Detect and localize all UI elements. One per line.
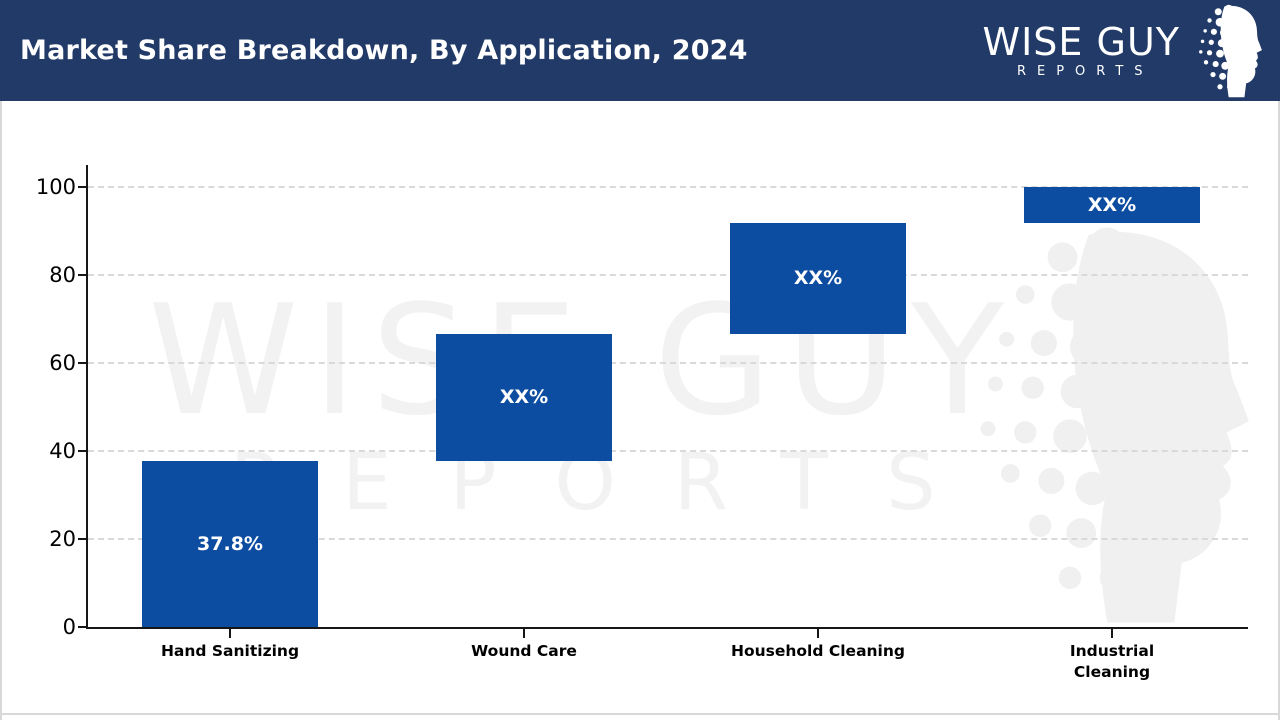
logo-wordmark: WISE GUY	[982, 20, 1180, 64]
watermark-face-icon	[980, 227, 1249, 623]
x-category-label-3: Industrial Cleaning	[1069, 642, 1155, 681]
y-tick-label-0: 0	[62, 615, 76, 639]
bar-value-label: XX%	[793, 267, 843, 290]
page-title: Market Share Breakdown, By Application, …	[20, 35, 748, 66]
y-axis	[86, 165, 88, 629]
x-category-label-1: Wound Care	[471, 642, 577, 660]
x-category-label-2: Household Cleaning	[730, 642, 906, 660]
bar-value-label: XX%	[1087, 193, 1137, 216]
bar-value-label: XX%	[499, 386, 549, 409]
y-tick-mark-100	[78, 186, 88, 188]
logo-subtext: REPORTS	[1016, 64, 1154, 79]
x-axis	[86, 627, 1248, 629]
grid-line-60	[88, 362, 1248, 364]
grid-line-80	[88, 274, 1248, 276]
grid-line-40	[88, 450, 1248, 452]
logo-face-icon	[1199, 4, 1262, 97]
y-tick-mark-20	[78, 538, 88, 540]
x-category-label-0: Hand Sanitizing	[160, 642, 300, 660]
y-tick-mark-60	[78, 362, 88, 364]
bar-value-label: 37.8%	[197, 532, 263, 555]
bar-industrial-cleaning: XX%	[1024, 187, 1200, 223]
y-tick-mark-0	[78, 626, 88, 628]
header-bar: Market Share Breakdown, By Application, …	[0, 0, 1280, 101]
y-tick-label-100: 100	[35, 175, 76, 199]
card-border-right	[1278, 101, 1280, 720]
y-tick-mark-40	[78, 450, 88, 452]
x-tick-mark-2	[817, 629, 819, 638]
y-tick-label-80: 80	[49, 263, 76, 287]
bar-wound-care: XX%	[436, 333, 612, 461]
grid-line-20	[88, 538, 1248, 540]
grid-line-100	[88, 186, 1248, 188]
x-tick-mark-1	[523, 629, 525, 638]
y-tick-label-60: 60	[49, 351, 76, 375]
x-tick-mark-3	[1111, 629, 1113, 638]
wise-guy-reports-logo: WISE GUY REPORTS	[983, 3, 1266, 99]
logo-text: WISE GUY REPORTS	[983, 23, 1180, 78]
bar-household-cleaning: XX%	[730, 222, 906, 334]
card-border-left	[0, 101, 2, 720]
card-border-bottom	[0, 713, 1280, 715]
y-tick-label-20: 20	[49, 527, 76, 551]
y-tick-label-40: 40	[49, 439, 76, 463]
bar-hand-sanitizing: 37.8%	[142, 460, 318, 627]
y-tick-mark-80	[78, 274, 88, 276]
x-tick-mark-0	[229, 629, 231, 638]
